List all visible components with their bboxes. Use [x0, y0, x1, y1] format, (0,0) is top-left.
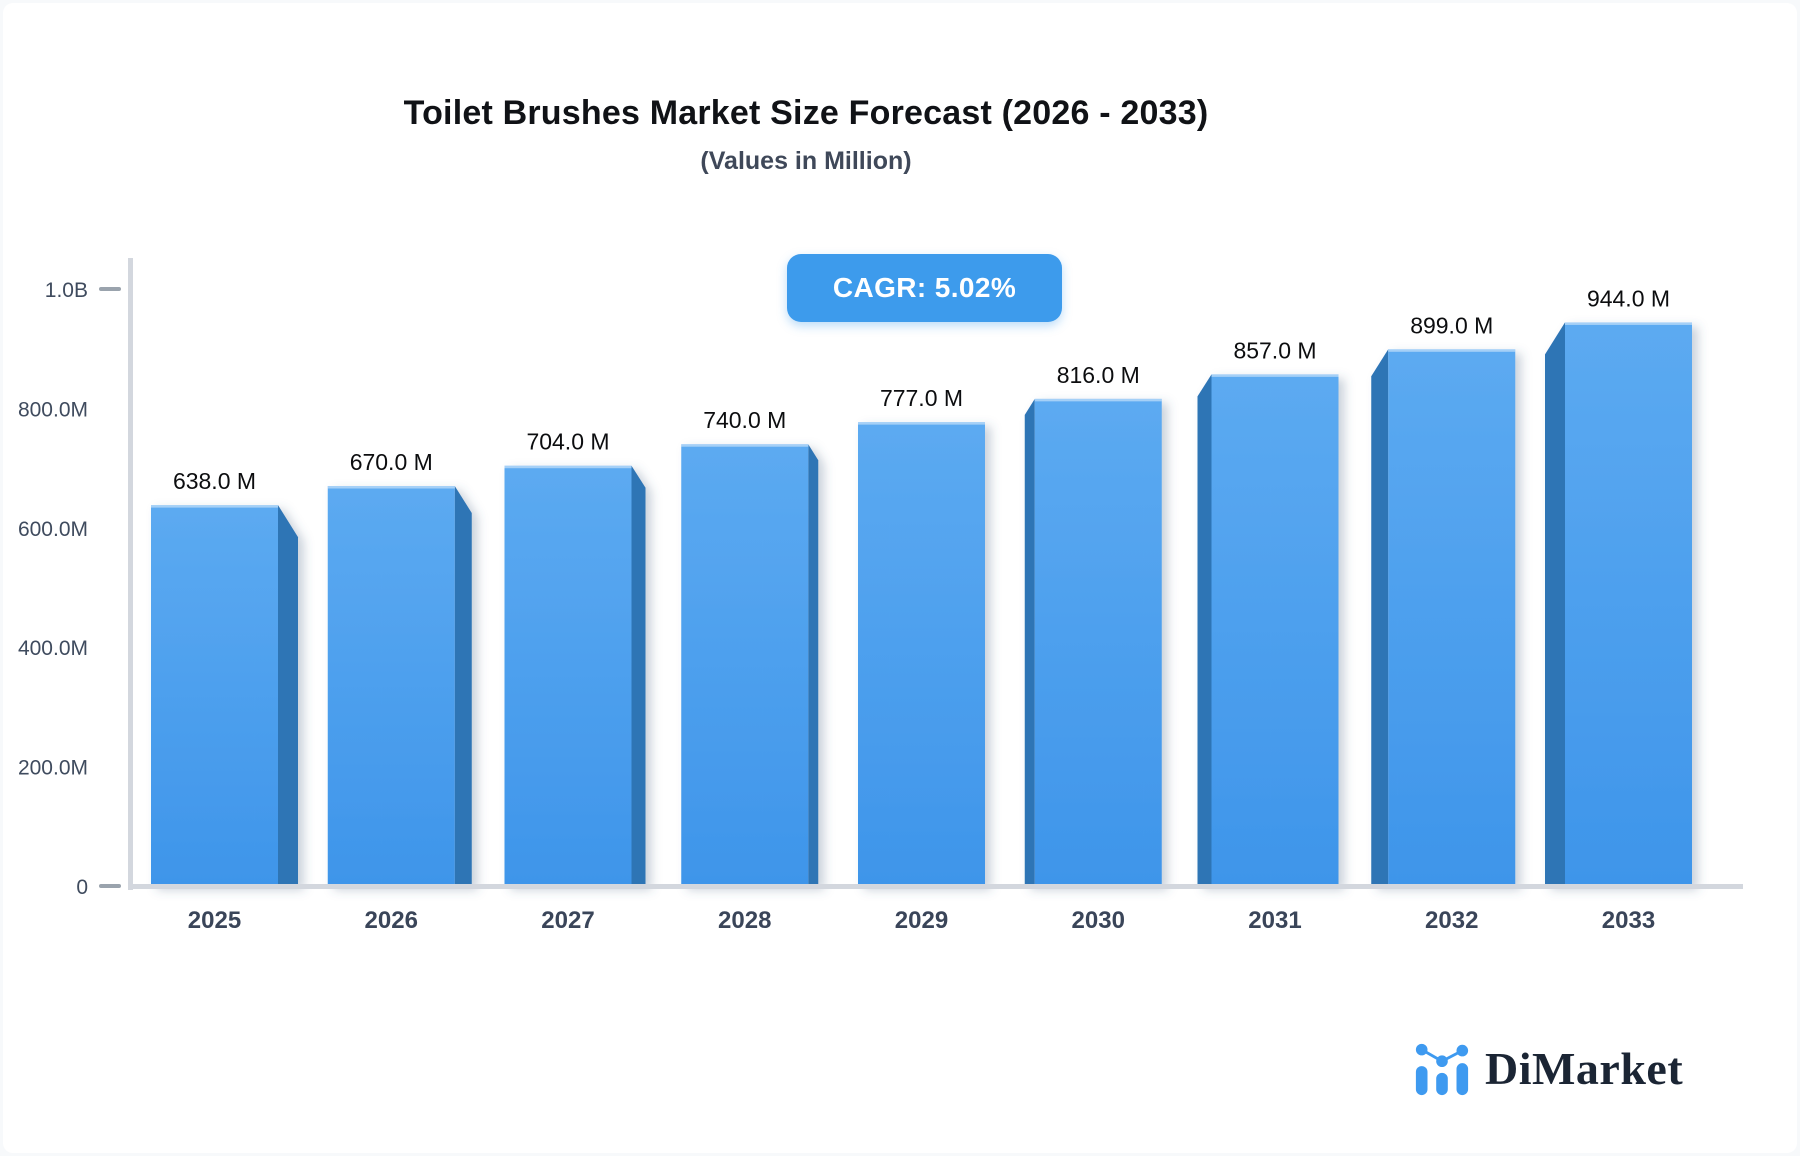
y-tick-label: 600.0M	[18, 518, 88, 541]
bar-front-face	[151, 505, 278, 886]
bar-front-face	[1388, 349, 1516, 886]
bar-group-2025	[151, 505, 298, 886]
y-tick-label: 200.0M	[18, 757, 88, 780]
bar-front-face	[858, 422, 985, 886]
bar-chart-logo-icon	[1415, 1043, 1469, 1096]
logo-text: DiMarket	[1485, 1042, 1684, 1094]
bar-value-label: 740.0 M	[703, 407, 786, 433]
bar-side-face	[1197, 374, 1212, 886]
x-tick-label: 2028	[718, 907, 771, 934]
bar-value-label: 899.0 M	[1410, 312, 1493, 338]
y-tick-label: 800.0M	[18, 398, 88, 421]
x-tick-label: 2031	[1248, 907, 1301, 934]
bar-top-highlight	[1211, 374, 1339, 377]
bar-top-highlight	[1034, 398, 1162, 402]
bar-side-face	[278, 505, 298, 886]
bar-value-label: 704.0 M	[526, 429, 609, 455]
bar-value-label: 638.0 M	[173, 468, 256, 494]
x-tick-label: 2027	[541, 907, 594, 934]
bar-top-highlight	[858, 422, 985, 425]
x-tick-label: 2025	[188, 907, 241, 934]
y-tick-label: 400.0M	[18, 637, 88, 660]
bar-value-label: 670.0 M	[350, 449, 433, 475]
bar-front-face	[1034, 398, 1162, 886]
x-tick-label: 2026	[365, 907, 418, 934]
bar-group-2026	[327, 486, 472, 886]
bar-value-label: 857.0 M	[1233, 337, 1316, 363]
bar-top-highlight	[1565, 322, 1692, 325]
bar-value-label: 944.0 M	[1587, 285, 1670, 311]
x-tick-label: 2030	[1072, 907, 1125, 934]
bar-side-face	[454, 486, 472, 886]
y-tick-label: 1.0B	[45, 279, 88, 302]
x-tick-label: 2032	[1425, 907, 1478, 934]
x-tick-label: 2029	[895, 907, 948, 934]
x-tick-label: 2033	[1602, 907, 1655, 934]
bar-group-2033	[1545, 322, 1692, 886]
y-tick-dash	[99, 287, 121, 291]
bar-value-label: 777.0 M	[880, 385, 963, 411]
bar-front-face	[681, 444, 809, 886]
bar-group-2032	[1371, 349, 1516, 886]
bar-side-face	[808, 444, 819, 886]
bar-top-highlight	[1388, 349, 1516, 352]
bar-front-face	[504, 465, 632, 886]
x-axis-line	[128, 884, 1743, 889]
bar-side-face	[1545, 322, 1565, 886]
y-tick-label: 0	[76, 876, 88, 899]
bar-top-highlight	[504, 465, 632, 469]
bar-group-2029	[858, 422, 985, 886]
bar-front-face	[327, 486, 455, 886]
bar-value-label: 816.0 M	[1057, 362, 1140, 388]
dimarket-logo: DiMarket	[1413, 1038, 1683, 1098]
bar-front-face	[1565, 322, 1692, 886]
bar-group-2031	[1197, 374, 1339, 886]
bar-top-highlight	[681, 444, 809, 447]
bar-top-highlight	[151, 505, 278, 508]
bar-group-2028	[681, 444, 819, 886]
y-tick-dash	[99, 884, 121, 888]
bar-side-face	[1371, 349, 1389, 886]
bar-side-face	[631, 465, 646, 886]
bar-top-highlight	[327, 486, 455, 489]
bar-group-2027	[504, 465, 646, 886]
cagr-badge: CAGR: 5.02%	[787, 254, 1062, 322]
bar-side-face	[1024, 398, 1035, 886]
bar-front-face	[1211, 374, 1339, 886]
bar-group-2030	[1024, 398, 1162, 886]
y-axis-line	[128, 258, 133, 890]
